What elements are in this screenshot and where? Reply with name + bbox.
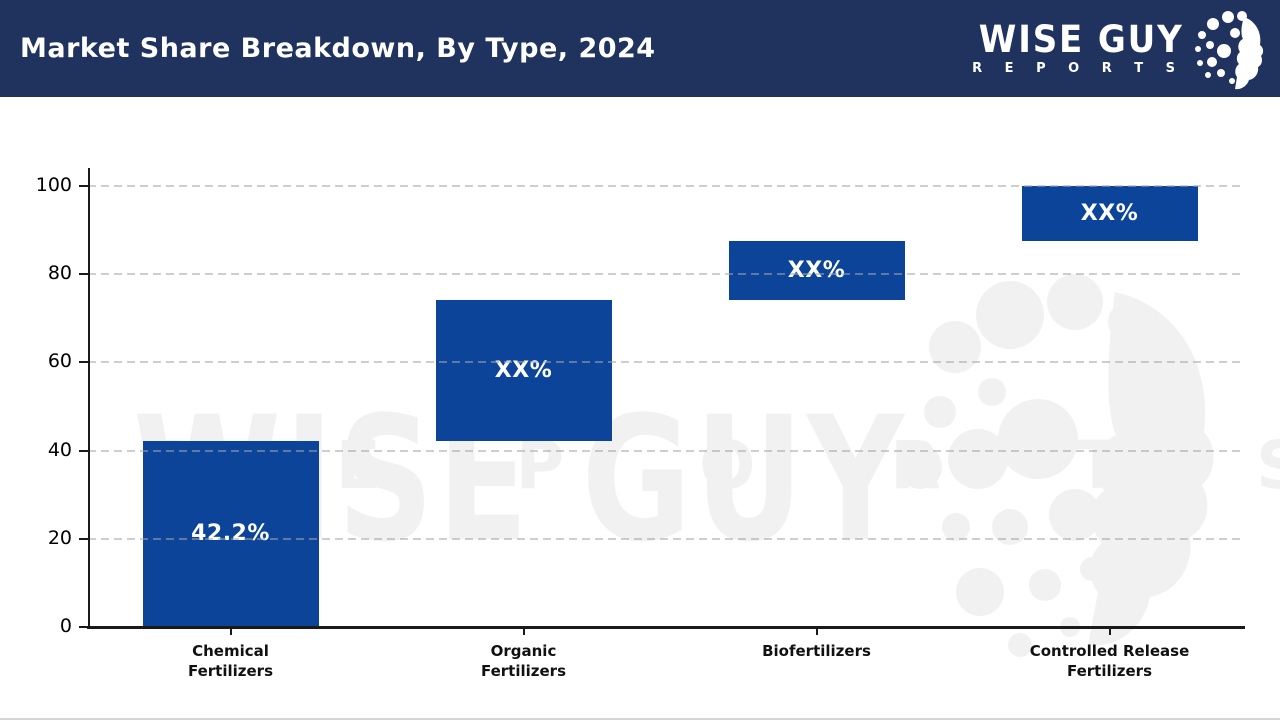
gridline-20 [88, 537, 1245, 540]
logo-wordmark: WISE GUY [979, 17, 1184, 61]
y-axis-tick-40 [79, 449, 88, 452]
x-axis-tick-1 [522, 628, 525, 635]
y-axis-label-0: 0 [59, 615, 72, 637]
y-axis-tick-80 [79, 273, 88, 276]
x-axis-category-label: Biofertilizers [762, 642, 871, 660]
bar-chemical-fertilizers: 42.2% [142, 440, 319, 627]
header: Market Share Breakdown, By Type, 2024 WI… [0, 0, 1280, 97]
y-axis-line [88, 168, 90, 629]
y-axis-label-100: 100 [35, 174, 72, 196]
x-axis-tick-3 [1108, 628, 1111, 635]
y-axis-tick-100 [79, 185, 88, 187]
y-axis-tick-20 [79, 537, 88, 540]
x-axis-tick-2 [815, 628, 818, 635]
gridline-40 [88, 449, 1245, 452]
x-axis-category-label: Organic Fertilizers [480, 642, 567, 680]
bar-value-label: XX% [1080, 200, 1139, 226]
wise-guy-reports-logo: WISE GUY R E P O R T S [961, 7, 1280, 91]
chart-title: Market Share Breakdown, By Type, 2024 [20, 33, 656, 64]
x-axis-tick-0 [229, 628, 232, 635]
gridline-100 [88, 185, 1245, 187]
logo-head-icon [1195, 10, 1264, 89]
y-axis-label-60: 60 [47, 350, 72, 373]
gridline-80 [88, 273, 1245, 276]
bar-organic-fertilizers: XX% [435, 299, 612, 441]
y-axis-label-20: 20 [47, 526, 72, 549]
gridline-60 [88, 361, 1245, 364]
logo-subtitle: R E P O R T S [972, 60, 1184, 76]
y-axis-tick-60 [79, 361, 88, 364]
y-axis-label-80: 80 [47, 262, 72, 285]
bar-controlled-release-fertilizers: XX% [1021, 186, 1198, 241]
bar-value-label: XX% [787, 257, 846, 283]
bar-biofertilizers: XX% [728, 240, 905, 300]
x-axis-category-label: Chemical Fertilizers [187, 642, 274, 680]
x-axis-line [87, 626, 1245, 629]
x-axis-category-label: Controlled Release Fertilizers [1029, 642, 1190, 680]
logo-text: WISE GUY R E P O R T S [961, 17, 1184, 77]
bar-value-label: 42.2% [191, 521, 270, 547]
y-axis-tick-0 [79, 626, 88, 628]
y-axis-label-40: 40 [47, 438, 72, 461]
